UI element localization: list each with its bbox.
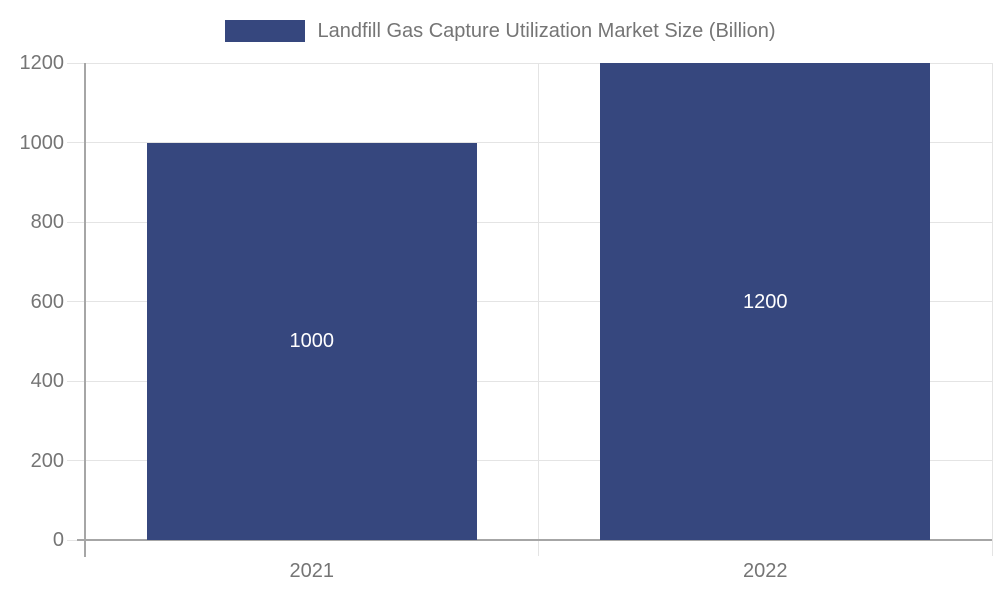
x-tick xyxy=(991,540,993,556)
legend[interactable]: Landfill Gas Capture Utilization Market … xyxy=(0,18,1000,44)
bar-2021[interactable] xyxy=(146,142,477,540)
x-axis-tick-label: 2021 xyxy=(289,560,335,582)
y-axis-tick-label: 200 xyxy=(30,449,64,472)
y-tick xyxy=(67,221,85,223)
bar-value-label: 1000 xyxy=(289,330,335,353)
y-axis-tick-label: 1200 xyxy=(19,52,65,74)
y-axis-tick-label: 800 xyxy=(30,211,64,233)
y-axis-tick-label: 1000 xyxy=(19,131,65,154)
y-axis-tick-label: 0 xyxy=(52,529,64,551)
bar-2022[interactable] xyxy=(600,63,931,540)
y-tick xyxy=(67,460,85,461)
x-gridline xyxy=(538,63,539,540)
x-tick xyxy=(538,540,539,556)
y-tick xyxy=(67,380,85,382)
x-axis-tick-label: 2022 xyxy=(743,560,788,582)
y-axis-tick-label: 600 xyxy=(30,290,64,313)
y-tick xyxy=(67,539,85,541)
legend-label: Landfill Gas Capture Utilization Market … xyxy=(317,19,776,42)
y-axis-tick-label: 400 xyxy=(30,370,64,392)
x-gridline xyxy=(991,63,993,540)
y-tick xyxy=(67,301,85,302)
y-tick xyxy=(67,62,85,64)
legend-swatch-icon xyxy=(224,20,305,42)
bar-value-label: 1200 xyxy=(743,290,788,313)
x-axis-line xyxy=(77,539,992,541)
y-tick xyxy=(67,142,85,143)
y-axis-line xyxy=(84,63,86,557)
